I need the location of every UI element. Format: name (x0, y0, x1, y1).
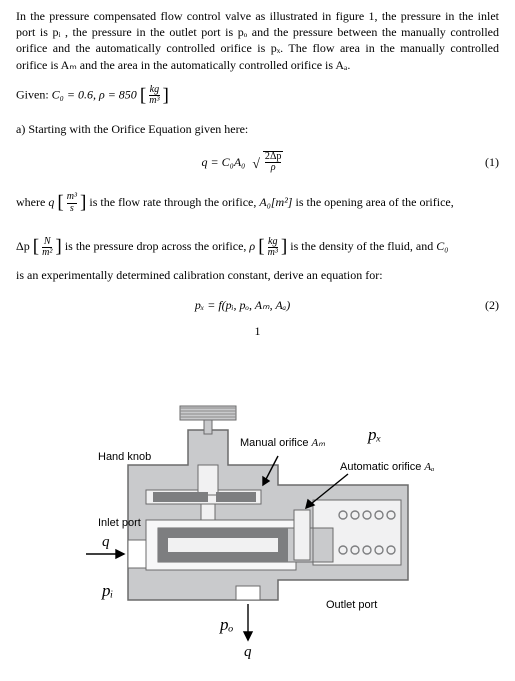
eq1-sqrt-den: ρ (271, 162, 276, 173)
where-text-1: where (16, 195, 48, 209)
c0-symbol: C₀ (436, 239, 448, 253)
where-text-2: is the flow rate through the orifice, (89, 195, 259, 209)
px-label: pₓ (367, 425, 382, 444)
eq1-sqrt-num: 2Δp (265, 152, 282, 163)
problem-intro: In the pressure compensated flow control… (16, 8, 499, 73)
eq2-number: (2) (469, 297, 499, 313)
where-clause-1: where q m³ s is the flow rate through th… (16, 184, 499, 222)
equation-2: pₓ = f(pᵢ, pₒ, Aₘ, Aₐ) (2) (16, 297, 499, 313)
q-symbol: q (48, 195, 54, 209)
eq1-number: (1) (469, 154, 499, 170)
where-clause-3: is an experimentally determined calibrat… (16, 267, 499, 283)
rho-symbol: ρ (249, 239, 255, 253)
where-text-3: is the opening area of the orifice, (295, 195, 453, 209)
inlet-port-label: Inlet port (98, 517, 141, 529)
figure-1: Hand knob Manual orifice Aₘ Automatic or… (0, 380, 515, 680)
rho-unit-num: kg (268, 236, 278, 247)
valve-body (128, 430, 408, 600)
given-expr: C₀ = 0.6, ρ = 850 (52, 87, 140, 101)
where-text-4: is the pressure drop across the orifice, (65, 239, 250, 253)
dp-symbol: Δp (16, 239, 30, 253)
q-unit-den: s (70, 203, 74, 214)
dp-unit-num: N (44, 236, 51, 247)
outlet-port-label: Outlet port (326, 599, 377, 611)
hand-knob-label: Hand knob (98, 451, 151, 463)
manual-orifice-label: Manual orifice Aₘ (240, 437, 325, 449)
auto-orifice-label: Automatic orifice Aₐ (340, 461, 434, 473)
part-a: a) Starting with the Orifice Equation gi… (16, 121, 499, 137)
q-outlet-label: q (244, 644, 252, 660)
q-unit-num: m³ (67, 191, 77, 202)
equation-1: q = C₀A₀ 2Δp ρ (1) (16, 151, 499, 174)
dp-unit: N m² (33, 228, 62, 266)
rho-unit: kg m³ (258, 228, 287, 266)
valve-diagram: Hand knob Manual orifice Aₘ Automatic or… (68, 390, 448, 670)
given-unit-den: m³ (149, 95, 159, 106)
inlet-opening (128, 540, 146, 568)
given-prefix: Given: (16, 87, 52, 101)
eq2-expr: pₓ = f(pᵢ, pₒ, Aₘ, Aₐ) (195, 298, 290, 312)
po-label: pₒ (219, 615, 234, 634)
given-line: Given: C₀ = 0.6, ρ = 850 kg m³ (16, 83, 499, 109)
given-unit-num: kg (150, 84, 160, 95)
pi-label: pᵢ (101, 581, 113, 600)
q-unit: m³ s (57, 184, 86, 222)
a0-symbol: A₀[m²] (259, 195, 292, 209)
where-clause-2: Δp N m² is the pressure drop across the … (16, 228, 499, 266)
page-number: 1 (16, 323, 499, 339)
q-inlet-label: q (102, 534, 110, 550)
rho-unit-den: m³ (268, 247, 278, 258)
eq1-sqrt: 2Δp ρ (248, 151, 283, 174)
eq1-lhs: q = C₀A₀ (202, 155, 246, 169)
outlet-opening (236, 586, 260, 600)
dp-unit-den: m² (42, 247, 52, 258)
given-unit-bracket: kg m³ (140, 83, 169, 109)
where-text-5: is the density of the fluid, and (290, 239, 436, 253)
